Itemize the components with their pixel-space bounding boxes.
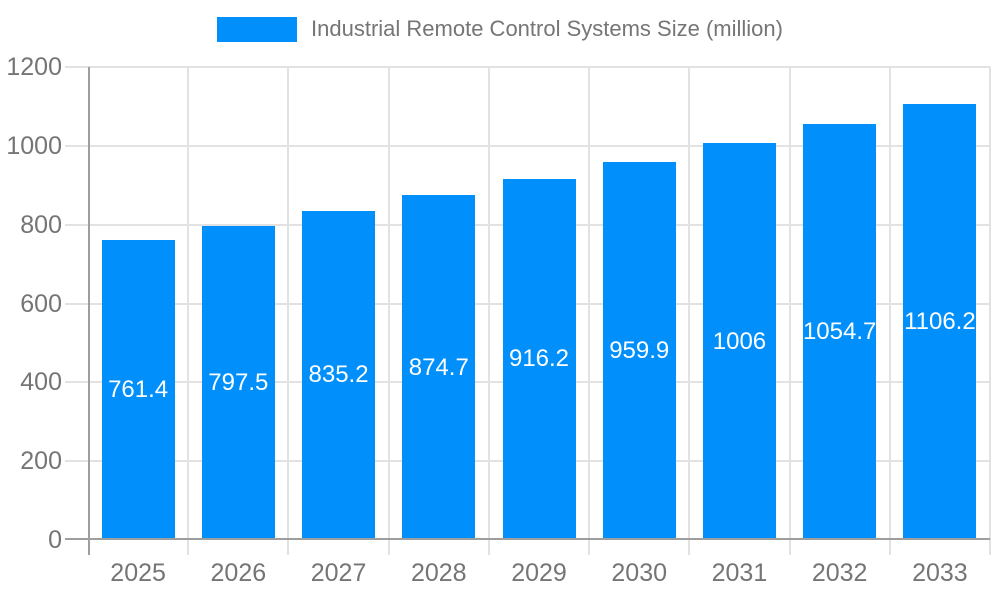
x-gridline <box>588 67 591 555</box>
x-gridline <box>989 67 991 555</box>
bar-value-label: 797.5 <box>208 368 269 396</box>
bar-value-label: 1106.2 <box>904 307 976 335</box>
y-tick-label: 400 <box>20 368 62 397</box>
y-tick-label: 1000 <box>6 131 62 160</box>
x-gridline <box>688 67 691 555</box>
bar-value-label: 959.9 <box>609 336 670 364</box>
x-gridline <box>788 67 791 555</box>
bar-value-label: 1006 <box>712 327 767 355</box>
plot-area: 761.4 797.5 835.2 874.7 916.2 959.9 1006 1054.7… <box>65 66 991 555</box>
bar-value-label: 874.7 <box>408 353 469 381</box>
x-axis-line <box>65 538 990 540</box>
legend-label: Industrial Remote Control Systems Size (… <box>311 16 783 41</box>
legend-item[interactable]: Industrial Remote Control Systems Size (… <box>0 16 1000 42</box>
x-tick-label: 2029 <box>511 559 567 587</box>
bar-2031[interactable]: 1006 <box>702 143 776 540</box>
bar-value-label: 916.2 <box>508 345 570 373</box>
bar-2029[interactable]: 916.2 <box>502 178 576 540</box>
y-tick-label: 600 <box>20 289 62 318</box>
x-tick-label: 2028 <box>410 559 467 587</box>
y-tick-label: 200 <box>20 447 62 476</box>
x-gridline <box>888 67 891 555</box>
x-tick-label: 2025 <box>110 559 166 587</box>
x-tick-label: 2027 <box>310 559 367 587</box>
x-gridline <box>387 67 390 555</box>
bar-2030[interactable]: 959.9 <box>602 161 676 540</box>
y-gridline <box>65 66 990 68</box>
y-axis-line <box>88 67 90 555</box>
bar-value-label: 835.2 <box>308 361 369 389</box>
y-gridline <box>65 144 990 147</box>
y-tick-label: 800 <box>20 210 62 239</box>
x-tick-label: 2032 <box>811 559 868 587</box>
bar-2028[interactable]: 874.7 <box>402 195 476 540</box>
bar-2033[interactable]: 1106.2 <box>903 103 977 540</box>
x-tick-label: 2031 <box>711 559 768 587</box>
x-gridline <box>187 67 190 555</box>
x-gridline <box>287 67 290 555</box>
legend-swatch <box>217 16 298 42</box>
x-tick-label: 2026 <box>210 559 267 587</box>
y-tick-label: 1200 <box>6 53 62 81</box>
bar-2032[interactable]: 1054.7 <box>803 124 876 540</box>
bar-2026[interactable]: 797.5 <box>201 225 275 540</box>
y-tick-label: 0 <box>48 526 62 554</box>
bar-value-label: 1054.7 <box>802 318 877 346</box>
bar-2025[interactable]: 761.4 <box>101 239 175 540</box>
bar-value-label: 761.4 <box>108 375 169 403</box>
x-tick-label: 2030 <box>611 559 668 587</box>
x-gridline <box>487 67 490 555</box>
x-tick-label: 2033 <box>912 559 968 587</box>
bar-2027[interactable]: 835.2 <box>302 210 376 540</box>
